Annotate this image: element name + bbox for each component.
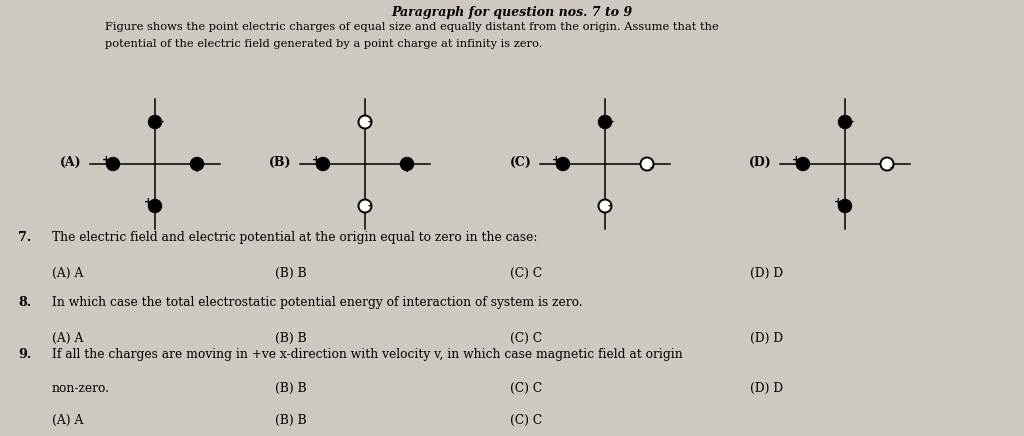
Text: (C) C: (C) C (510, 382, 542, 395)
Text: The electric field and electric potential at the origin equal to zero in the cas: The electric field and electric potentia… (52, 231, 538, 244)
Text: -: - (368, 201, 372, 211)
Circle shape (839, 200, 852, 212)
Text: +: + (102, 155, 111, 165)
Text: +: + (402, 164, 412, 174)
Circle shape (148, 200, 162, 212)
Text: (D) D: (D) D (750, 382, 783, 395)
Text: Paragraph for question nos. 7 to 9: Paragraph for question nos. 7 to 9 (391, 6, 633, 19)
Text: +: + (144, 197, 153, 207)
Text: potential of the electric field generated by a point charge at infinity is zero.: potential of the electric field generate… (105, 39, 543, 49)
Text: +: + (552, 155, 561, 165)
Text: 9.: 9. (18, 348, 32, 361)
Text: -: - (608, 201, 612, 211)
Text: (C) C: (C) C (510, 414, 542, 427)
Text: +: + (606, 117, 614, 127)
Text: 8.: 8. (18, 296, 31, 309)
Text: (A): (A) (59, 156, 82, 168)
Circle shape (556, 157, 569, 170)
Text: (A) A: (A) A (52, 414, 83, 427)
Text: +: + (312, 155, 321, 165)
Text: If all the charges are moving in +ve x-direction with velocity v, in which case : If all the charges are moving in +ve x-d… (52, 348, 683, 361)
Text: -: - (650, 163, 654, 173)
Circle shape (640, 157, 653, 170)
Text: -: - (368, 117, 372, 127)
Text: (D): (D) (749, 156, 771, 168)
Circle shape (797, 157, 810, 170)
Text: +: + (793, 155, 801, 165)
Text: 7.: 7. (18, 231, 32, 244)
Text: (A) A: (A) A (52, 267, 83, 280)
Circle shape (358, 116, 372, 129)
Circle shape (839, 116, 852, 129)
Text: +: + (156, 117, 165, 127)
Circle shape (881, 157, 894, 170)
Circle shape (358, 200, 372, 212)
Text: (A) A: (A) A (52, 332, 83, 345)
Text: non-zero.: non-zero. (52, 382, 110, 395)
Circle shape (148, 116, 162, 129)
Circle shape (190, 157, 204, 170)
Text: In which case the total electrostatic potential energy of interaction of system : In which case the total electrostatic po… (52, 296, 583, 309)
Text: (C) C: (C) C (510, 267, 542, 280)
Text: (B) B: (B) B (275, 267, 306, 280)
Text: (B) B: (B) B (275, 382, 306, 395)
Text: (D) D: (D) D (750, 332, 783, 345)
Circle shape (400, 157, 414, 170)
Text: (B) B: (B) B (275, 414, 306, 427)
Circle shape (598, 116, 611, 129)
Text: (B) B: (B) B (275, 332, 306, 345)
Text: (B): (B) (269, 156, 292, 168)
Text: (D) D: (D) D (750, 267, 783, 280)
Text: +: + (835, 197, 843, 207)
Text: -: - (890, 163, 894, 173)
Circle shape (316, 157, 330, 170)
Text: (C) C: (C) C (510, 332, 542, 345)
Circle shape (598, 200, 611, 212)
Text: Figure shows the point electric charges of equal size and equally distant from t: Figure shows the point electric charges … (105, 22, 719, 32)
Text: (C): (C) (510, 156, 531, 168)
Text: +: + (846, 117, 854, 127)
Text: +: + (193, 164, 202, 174)
Circle shape (106, 157, 120, 170)
